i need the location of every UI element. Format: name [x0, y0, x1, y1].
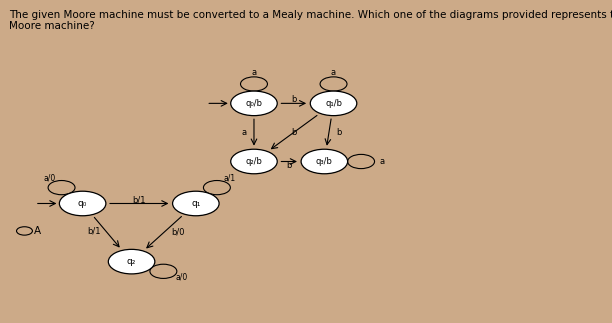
- Text: q₀/b: q₀/b: [245, 99, 263, 108]
- Text: a: a: [331, 68, 336, 77]
- Text: a/1: a/1: [223, 174, 235, 183]
- Circle shape: [173, 191, 219, 216]
- Text: b/1: b/1: [87, 226, 100, 235]
- Circle shape: [108, 249, 155, 274]
- Text: q₃/b: q₃/b: [316, 157, 333, 166]
- Text: q₂/b: q₂/b: [245, 157, 263, 166]
- Text: q₀: q₀: [78, 199, 88, 208]
- Circle shape: [310, 91, 357, 116]
- Circle shape: [301, 149, 348, 174]
- Text: a: a: [242, 128, 247, 137]
- Text: a/0: a/0: [43, 174, 56, 183]
- Text: a: a: [252, 68, 256, 77]
- Text: q₂: q₂: [127, 257, 136, 266]
- Text: b: b: [291, 95, 296, 104]
- Text: b: b: [286, 161, 292, 170]
- Text: The given Moore machine must be converted to a Mealy machine. Which one of the d: The given Moore machine must be converte…: [9, 10, 612, 31]
- Text: b: b: [336, 128, 341, 137]
- Circle shape: [231, 149, 277, 174]
- Circle shape: [231, 91, 277, 116]
- Text: q₁: q₁: [191, 199, 201, 208]
- Text: a: a: [380, 157, 385, 166]
- Text: A: A: [34, 226, 42, 236]
- Text: a/0: a/0: [176, 273, 188, 281]
- Text: b/1: b/1: [132, 195, 146, 204]
- Text: b/0: b/0: [171, 227, 185, 236]
- Text: b: b: [291, 128, 296, 137]
- Circle shape: [59, 191, 106, 216]
- Text: q₁/b: q₁/b: [325, 99, 342, 108]
